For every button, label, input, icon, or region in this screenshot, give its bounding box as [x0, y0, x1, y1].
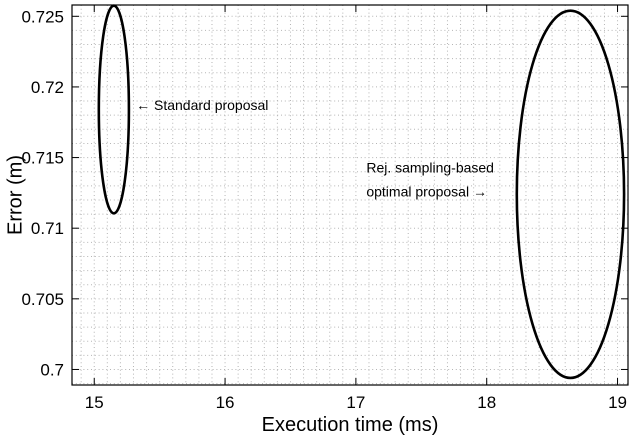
y-tick-label: 0.7: [40, 360, 64, 379]
y-tick-label: 0.725: [21, 7, 64, 26]
x-tick-label: 17: [346, 393, 365, 412]
x-tick-label: 16: [216, 393, 235, 412]
y-tick-label: 0.71: [31, 219, 64, 238]
x-tick-label: 15: [85, 393, 104, 412]
y-tick-label: 0.705: [21, 290, 64, 309]
optimal-proposal-label-line1: Rej. sampling-based: [366, 159, 494, 175]
plot-border: [71, 4, 629, 386]
y-tick-label: 0.72: [31, 78, 64, 97]
x-tick-label: 18: [477, 393, 496, 412]
optimal-proposal-ellipse: [515, 9, 626, 380]
tick-marks: [72, 5, 628, 385]
standard-proposal-ellipse: [97, 4, 131, 215]
x-axis-label: Execution time (ms): [261, 414, 439, 436]
optimal-proposal-label-line2: optimal proposal →: [366, 183, 487, 199]
standard-proposal-label: ← Standard proposal: [136, 97, 268, 113]
x-tick-label: 19: [608, 393, 627, 412]
grid: [72, 5, 628, 385]
y-axis-label: Error (m): [4, 155, 27, 235]
y-tick-label: 0.715: [21, 149, 64, 168]
